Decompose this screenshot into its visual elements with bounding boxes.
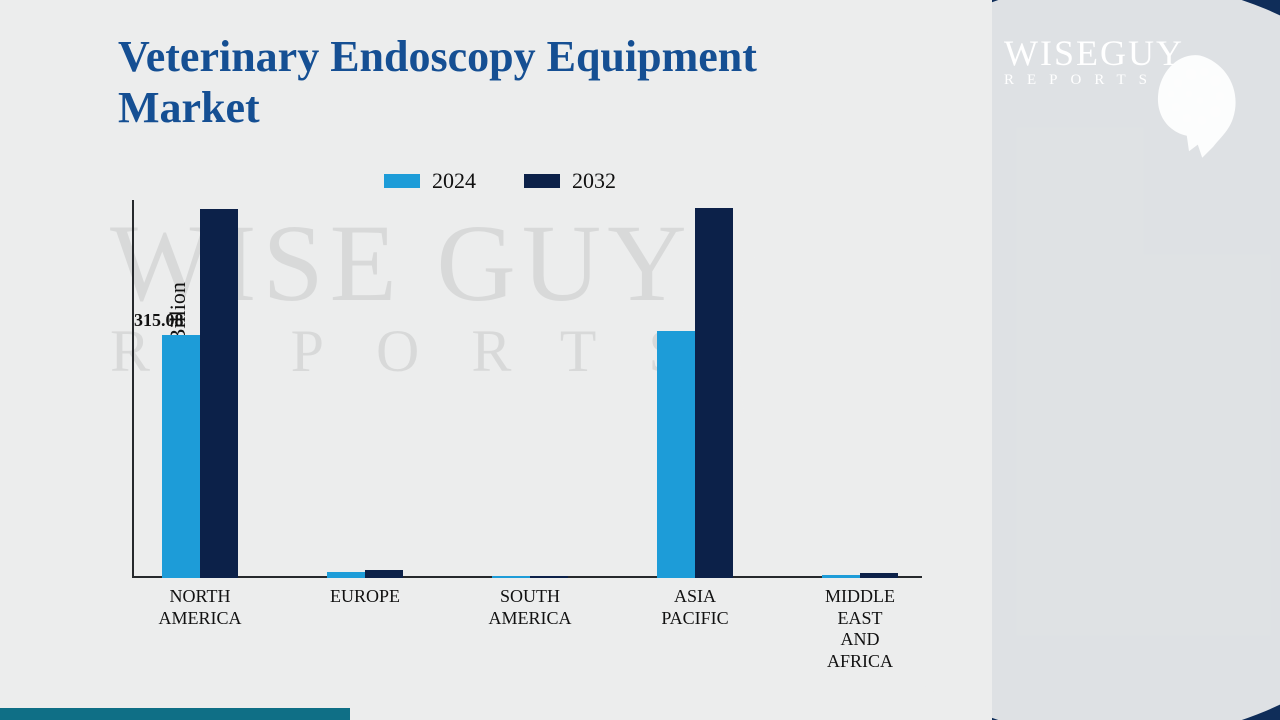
bar-2032 bbox=[365, 570, 403, 578]
bar-2032 bbox=[530, 576, 568, 578]
legend-label-2032: 2032 bbox=[572, 168, 616, 194]
brand-head-icon bbox=[1134, 50, 1244, 160]
plot-area: 315.08NORTHAMERICAEUROPESOUTHAMERICAASIA… bbox=[132, 200, 922, 578]
brand-logo: WISEGUY REPORTS bbox=[1004, 32, 1254, 89]
legend-swatch-2024 bbox=[384, 174, 420, 188]
bar-2032 bbox=[860, 573, 898, 578]
stage: WISEGUY REPORTS Veterinary Endoscopy Equ… bbox=[0, 0, 1280, 720]
x-axis-label: MIDDLEEASTANDAFRICA bbox=[775, 586, 945, 672]
x-axis-label: SOUTHAMERICA bbox=[445, 586, 615, 629]
bar-2032 bbox=[200, 209, 238, 578]
bar-2024 bbox=[327, 572, 365, 578]
bar-group bbox=[657, 208, 733, 578]
legend-item-2032: 2032 bbox=[524, 168, 616, 194]
bar-chart: Market Size in USD Billion 2024 2032 315… bbox=[60, 170, 940, 640]
bar-2024 bbox=[822, 575, 860, 578]
bar-2024 bbox=[162, 335, 200, 578]
bar-group bbox=[492, 576, 568, 578]
footer-strip bbox=[0, 708, 350, 720]
x-axis-label: EUROPE bbox=[280, 586, 450, 608]
x-axis-label: ASIAPACIFIC bbox=[610, 586, 780, 629]
bar-group bbox=[162, 209, 238, 578]
bar-2024 bbox=[657, 331, 695, 578]
legend-swatch-2032 bbox=[524, 174, 560, 188]
legend-label-2024: 2024 bbox=[432, 168, 476, 194]
bar-group bbox=[822, 573, 898, 578]
bar-2024 bbox=[492, 576, 530, 578]
bar-2032 bbox=[695, 208, 733, 578]
x-axis-label: NORTHAMERICA bbox=[115, 586, 285, 629]
y-axis-line bbox=[132, 200, 134, 578]
chart-title: Veterinary Endoscopy Equipment Market bbox=[118, 32, 838, 133]
bar-group bbox=[327, 570, 403, 578]
legend-item-2024: 2024 bbox=[384, 168, 476, 194]
legend: 2024 2032 bbox=[384, 168, 616, 194]
bar-value-label: 315.08 bbox=[134, 310, 184, 331]
